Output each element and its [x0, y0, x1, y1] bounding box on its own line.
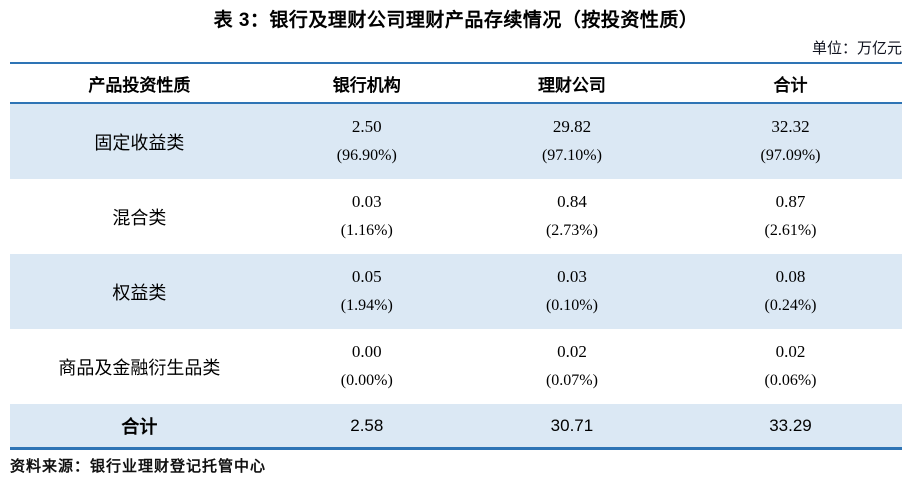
table-row-mixed: 混合类 0.03 (1.16%) 0.84 (2.73%) 0.87 (2.61…	[10, 179, 902, 254]
cell-value: 2.50	[351, 117, 382, 136]
cell-percent: (0.10%)	[545, 297, 598, 314]
table-header-row: 产品投资性质 银行机构 理财公司 合计	[10, 64, 902, 104]
table-row-grand-total: 合计 2.58 30.71 33.29	[10, 404, 902, 447]
data-table: 产品投资性质 银行机构 理财公司 合计 固定收益类 2.50 (96.90%) …	[10, 62, 902, 450]
table-row-fixed-income: 固定收益类 2.50 (96.90%) 29.82 (97.10%) 32.32…	[10, 104, 902, 179]
cell-bank: 0.03 (1.16%)	[269, 179, 465, 254]
unit-label: 单位：万亿元	[811, 41, 902, 57]
column-header-wealth-company: 理财公司	[537, 75, 606, 95]
row-label: 固定收益类	[94, 132, 185, 153]
cell-wealth-company: 29.82 (97.10%)	[465, 104, 679, 179]
table-row-commodity-derivatives: 商品及金融衍生品类 0.00 (0.00%) 0.02 (0.07%) 0.02…	[10, 329, 902, 404]
cell-total: 0.08 (0.24%)	[679, 254, 902, 329]
column-header-total: 合计	[773, 75, 808, 95]
cell-value: 0.87	[775, 192, 806, 211]
cell-percent: (0.07%)	[545, 372, 598, 389]
cell-total: 32.32 (97.09%)	[679, 104, 902, 179]
cell-percent: (1.16%)	[340, 222, 393, 239]
cell-value: 0.08	[775, 267, 806, 286]
cell-percent: (97.09%)	[760, 147, 821, 164]
cell-value: 32.32	[771, 117, 810, 136]
cell-value: 0.05	[351, 267, 382, 286]
cell-value: 0.84	[557, 192, 587, 211]
cell-value: 0.02	[775, 342, 806, 361]
row-label: 权益类	[112, 282, 167, 303]
cell-percent: (1.94%)	[340, 297, 393, 314]
cell-value: 0.03	[557, 267, 587, 286]
cell-wealth-company: 30.71	[465, 404, 679, 447]
cell-total: 0.87 (2.61%)	[679, 179, 902, 254]
cell-wealth-company: 0.03 (0.10%)	[465, 254, 679, 329]
cell-value: 30.71	[550, 415, 594, 435]
row-label: 商品及金融衍生品类	[58, 357, 221, 378]
cell-value: 0.03	[351, 192, 382, 211]
row-label: 合计	[121, 416, 158, 437]
cell-percent: (0.06%)	[764, 372, 817, 389]
cell-percent: (96.90%)	[336, 147, 397, 164]
cell-percent: (97.10%)	[541, 147, 602, 164]
cell-percent: (2.73%)	[545, 222, 598, 239]
cell-percent: (0.24%)	[764, 297, 817, 314]
cell-wealth-company: 0.02 (0.07%)	[465, 329, 679, 404]
cell-bank: 2.58	[269, 404, 465, 447]
cell-bank: 0.00 (0.00%)	[269, 329, 465, 404]
cell-bank: 0.05 (1.94%)	[269, 254, 465, 329]
cell-percent: (0.00%)	[340, 372, 393, 389]
cell-value: 33.29	[769, 415, 812, 435]
source-note: 资料来源：银行业理财登记托管中心	[10, 459, 267, 475]
cell-percent: (2.61%)	[764, 222, 817, 239]
cell-bank: 2.50 (96.90%)	[269, 104, 465, 179]
cell-value: 0.02	[557, 342, 587, 361]
column-header-category: 产品投资性质	[88, 75, 191, 95]
column-header-bank: 银行机构	[332, 75, 401, 95]
cell-total: 0.02 (0.06%)	[679, 329, 902, 404]
table-title: 表 3：银行及理财公司理财产品存续情况（按投资性质）	[213, 10, 699, 31]
cell-value: 29.82	[552, 117, 592, 136]
row-label: 混合类	[112, 207, 167, 228]
cell-value: 0.00	[351, 342, 382, 361]
cell-value: 2.58	[350, 415, 384, 435]
cell-wealth-company: 0.84 (2.73%)	[465, 179, 679, 254]
cell-total: 33.29	[679, 404, 902, 447]
table-row-equity: 权益类 0.05 (1.94%) 0.03 (0.10%) 0.08 (0.24…	[10, 254, 902, 329]
